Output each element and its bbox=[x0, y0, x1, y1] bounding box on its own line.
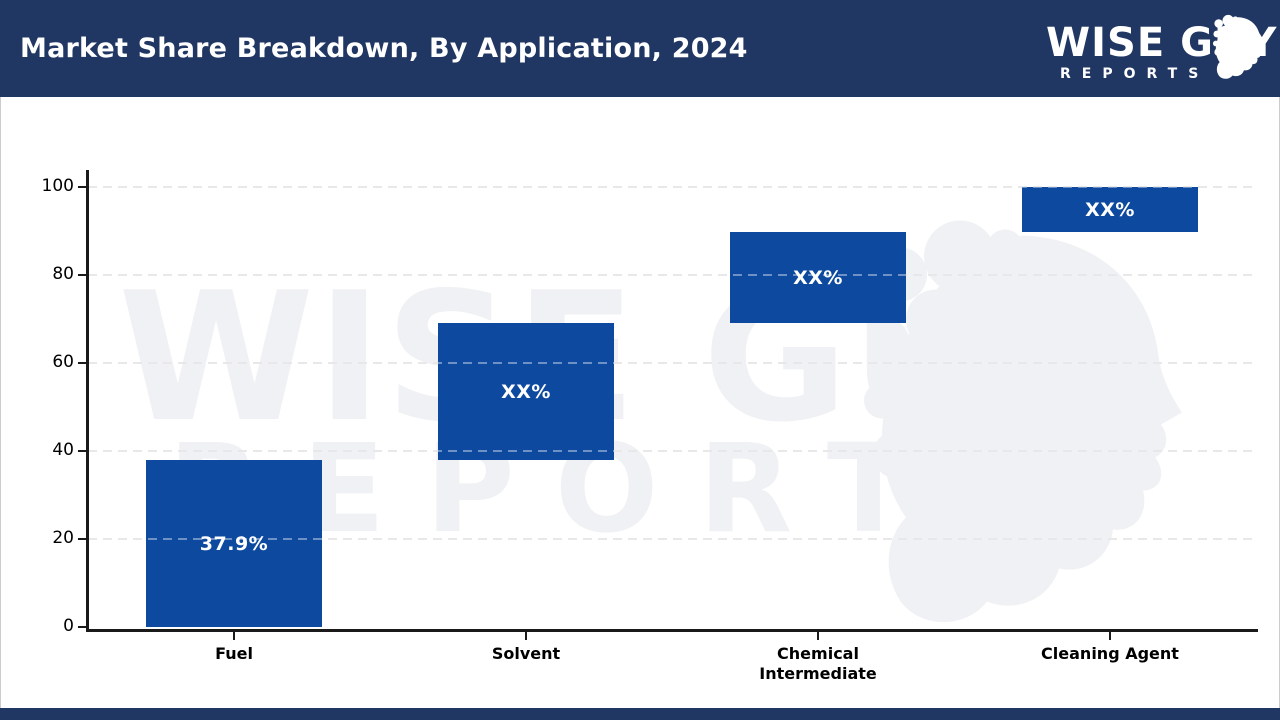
bar-value-label: XX% bbox=[501, 380, 551, 403]
x-axis-label: Solvent bbox=[491, 644, 561, 663]
y-tick-label: 0 bbox=[63, 616, 74, 636]
footer-bar bbox=[0, 708, 1280, 720]
canvas-left-border bbox=[0, 97, 1, 720]
x-tick-mark bbox=[525, 632, 527, 640]
x-axis-label: Cleaning Agent bbox=[1041, 644, 1179, 663]
watermark-head-icon bbox=[864, 220, 1182, 623]
y-tick-label: 80 bbox=[52, 264, 74, 284]
x-tick-mark bbox=[233, 632, 235, 640]
y-tick-label: 40 bbox=[52, 440, 74, 460]
x-tick-mark bbox=[817, 632, 819, 640]
y-tick-label: 60 bbox=[52, 352, 74, 372]
bar-value-label: 37.9% bbox=[199, 532, 269, 555]
y-tick-label: 100 bbox=[41, 176, 74, 196]
y-tick-mark bbox=[78, 274, 88, 276]
y-tick-mark bbox=[78, 186, 88, 188]
gridline-overlay bbox=[88, 274, 1255, 276]
x-tick-mark bbox=[1109, 632, 1111, 640]
gridline bbox=[88, 186, 1255, 188]
bar: 37.9% bbox=[146, 460, 322, 627]
logo-reports-label: REPORTS bbox=[1060, 66, 1210, 82]
y-tick-mark bbox=[78, 362, 88, 364]
logo-head-icon bbox=[1212, 14, 1264, 79]
gridline-overlay bbox=[88, 450, 1255, 452]
gridline bbox=[88, 362, 1255, 364]
bar-value-label: XX% bbox=[793, 266, 843, 289]
page-title: Market Share Breakdown, By Application, … bbox=[20, 33, 748, 64]
bar: XX% bbox=[730, 232, 906, 323]
gridline bbox=[88, 274, 1255, 276]
x-axis-label: Fuel bbox=[215, 644, 253, 663]
gridline-overlay bbox=[88, 538, 1255, 540]
gridline bbox=[88, 450, 1255, 452]
wise-guy-logo: WISE GUY REPORTS bbox=[1010, 4, 1276, 94]
header-bar: Market Share Breakdown, By Application, … bbox=[0, 0, 1280, 97]
bar: XX% bbox=[438, 323, 614, 460]
y-tick-mark bbox=[78, 538, 88, 540]
gridline-overlay bbox=[88, 362, 1255, 364]
gridline bbox=[88, 538, 1255, 540]
bar-value-label: XX% bbox=[1085, 198, 1135, 221]
y-tick-mark bbox=[78, 450, 88, 452]
x-axis-line bbox=[86, 629, 1258, 632]
y-tick-mark bbox=[78, 626, 88, 628]
gridline-overlay bbox=[88, 186, 1255, 188]
bar: XX% bbox=[1022, 187, 1198, 232]
y-axis-line bbox=[86, 170, 89, 632]
y-tick-label: 20 bbox=[52, 528, 74, 548]
x-axis-label: Chemical Intermediate bbox=[759, 644, 877, 683]
